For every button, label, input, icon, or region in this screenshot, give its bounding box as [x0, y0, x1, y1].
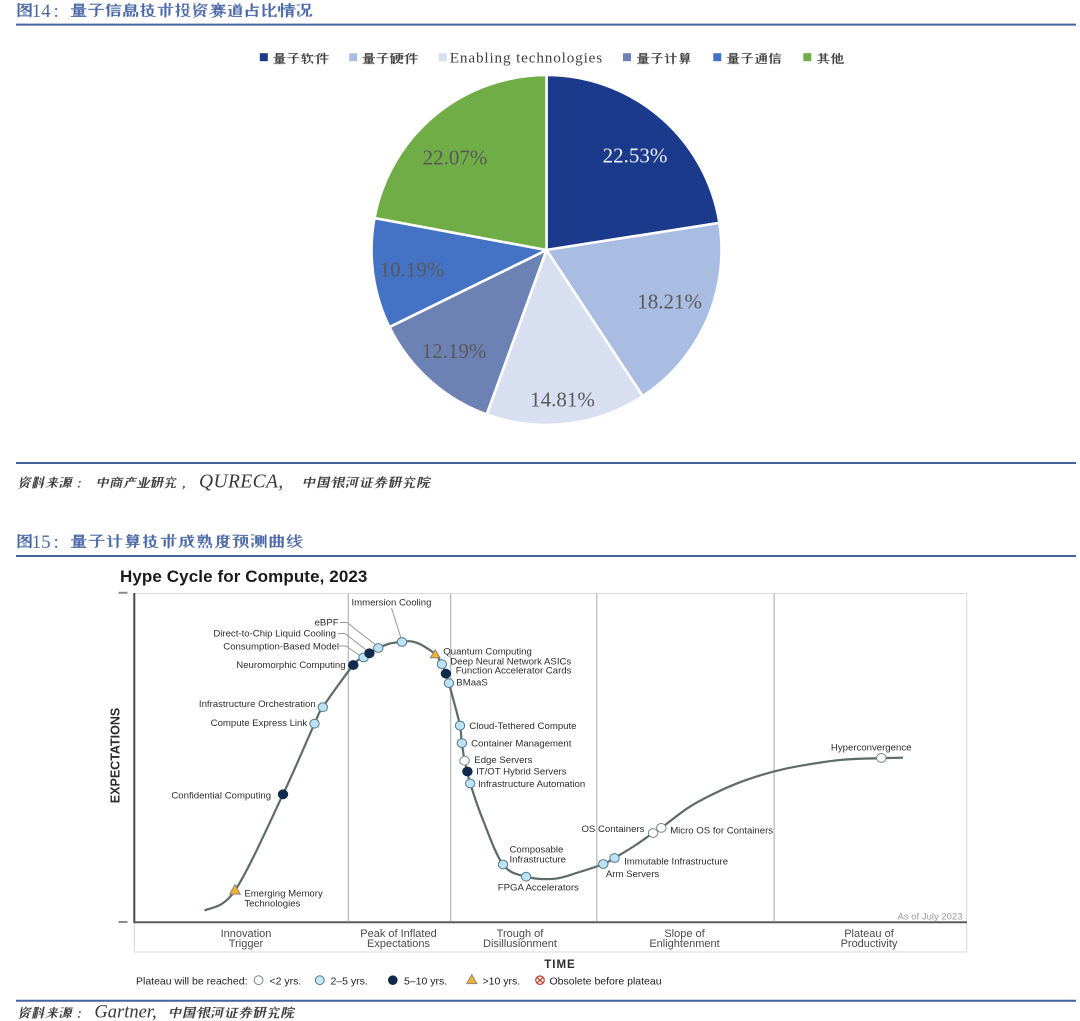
svg-text:Infrastructure: Infrastructure: [510, 855, 567, 866]
svg-text:EXPECTATIONS: EXPECTATIONS: [109, 708, 123, 803]
svg-text:Technologies: Technologies: [244, 899, 300, 910]
svg-text:FPGA Accelerators: FPGA Accelerators: [498, 883, 579, 894]
svg-text:Compute Express Link: Compute Express Link: [211, 718, 308, 729]
svg-text:14: 14: [32, 1, 51, 22]
svg-text:Immersion Cooling: Immersion Cooling: [352, 597, 432, 608]
svg-text:Productivity: Productivity: [841, 938, 898, 950]
svg-text:Gartner,: Gartner,: [94, 1003, 156, 1021]
svg-text:Innovation: Innovation: [221, 928, 272, 940]
svg-text:18.21%: 18.21%: [637, 290, 702, 314]
svg-text:Confidential Computing: Confidential Computing: [171, 791, 271, 802]
svg-text:As of July 2023: As of July 2023: [898, 912, 963, 923]
svg-text::: :: [54, 532, 59, 553]
svg-text:Function Accelerator Cards: Function Accelerator Cards: [456, 666, 572, 677]
svg-text:Expectations: Expectations: [367, 938, 430, 950]
svg-text:10.19%: 10.19%: [380, 258, 445, 282]
svg-text:<2 yrs.: <2 yrs.: [270, 976, 302, 988]
svg-text:BMaaS: BMaaS: [456, 678, 487, 689]
svg-text:Deep Neural Network ASICs: Deep Neural Network ASICs: [450, 657, 571, 668]
svg-text:IT/OT Hybrid Servers: IT/OT Hybrid Servers: [476, 767, 567, 778]
svg-text:Hyperconvergence: Hyperconvergence: [831, 743, 912, 754]
svg-text:Enlightenment: Enlightenment: [649, 938, 719, 950]
svg-text:Disillusionment: Disillusionment: [483, 938, 557, 950]
svg-text:Direct-to-Chip Liquid Cooling: Direct-to-Chip Liquid Cooling: [213, 629, 336, 640]
svg-text::: :: [54, 1, 59, 22]
svg-text:Plateau will be reached:: Plateau will be reached:: [136, 976, 248, 988]
svg-text:Edge Servers: Edge Servers: [474, 755, 532, 766]
svg-text:Hype Cycle for Compute, 2023: Hype Cycle for Compute, 2023: [120, 567, 368, 586]
svg-text:Neuromorphic Computing: Neuromorphic Computing: [236, 660, 345, 671]
svg-text:QURECA,: QURECA,: [199, 471, 284, 492]
svg-text:Plateau of: Plateau of: [844, 928, 894, 940]
svg-text:15: 15: [32, 532, 51, 553]
svg-text:22.07%: 22.07%: [423, 146, 488, 170]
svg-text:Obsolete before plateau: Obsolete before plateau: [550, 976, 662, 988]
svg-text:Infrastructure Orchestration: Infrastructure Orchestration: [199, 699, 316, 710]
svg-text:Arm Servers: Arm Servers: [606, 869, 660, 880]
svg-text:>10 yrs.: >10 yrs.: [483, 976, 521, 988]
svg-text:Trough of: Trough of: [497, 928, 545, 940]
svg-text:14.81%: 14.81%: [530, 388, 595, 412]
svg-text:Emerging Memory: Emerging Memory: [244, 888, 323, 899]
svg-text:Enabling technologies: Enabling technologies: [450, 50, 603, 67]
svg-text:Peak of Inflated: Peak of Inflated: [360, 928, 436, 940]
svg-text:Composable: Composable: [510, 845, 564, 856]
svg-text:Trigger: Trigger: [229, 938, 264, 950]
svg-text:OS Containers: OS Containers: [581, 824, 644, 835]
svg-text:Slope of: Slope of: [664, 928, 705, 940]
svg-text:Container Management: Container Management: [471, 739, 572, 750]
svg-text:Quantum Computing: Quantum Computing: [443, 647, 532, 658]
svg-text:Immutable Infrastructure: Immutable Infrastructure: [624, 857, 728, 868]
svg-text:22.53%: 22.53%: [603, 144, 668, 168]
svg-text:5–10 yrs.: 5–10 yrs.: [404, 976, 447, 988]
svg-text:2–5 yrs.: 2–5 yrs.: [331, 976, 368, 988]
svg-text:TIME: TIME: [544, 959, 575, 971]
svg-text:Infrastructure Automation: Infrastructure Automation: [478, 779, 585, 790]
svg-text:Micro OS for Containers: Micro OS for Containers: [670, 825, 773, 836]
svg-text:12.19%: 12.19%: [422, 339, 487, 363]
svg-text:eBPF: eBPF: [315, 617, 339, 628]
svg-text:Cloud-Tethered Compute: Cloud-Tethered Compute: [469, 721, 576, 732]
svg-text:Consumption-Based Model: Consumption-Based Model: [223, 641, 339, 652]
